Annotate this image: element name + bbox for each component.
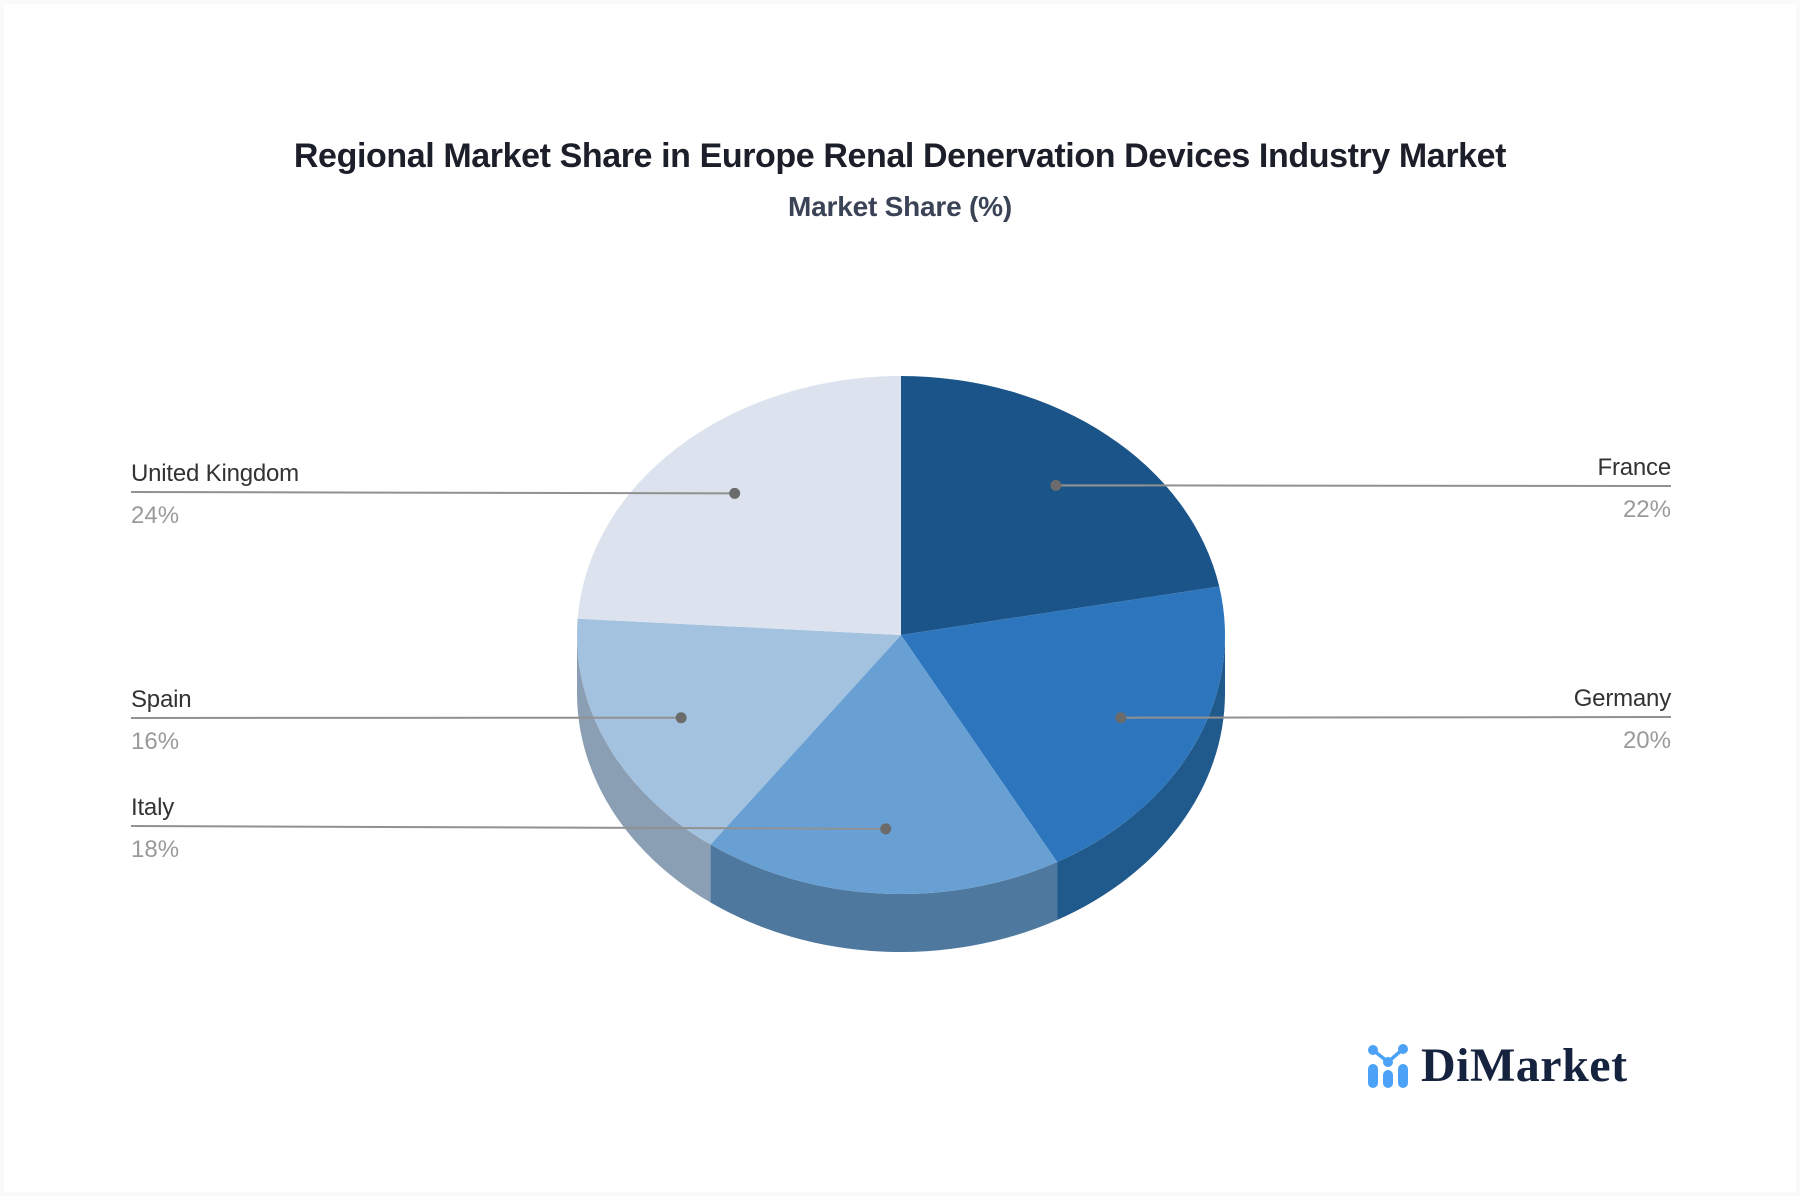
label-name: Germany <box>1573 685 1671 712</box>
leader-dot-germany <box>1115 712 1127 724</box>
label-name: United Kingdom <box>131 460 299 487</box>
label-value: 20% <box>1622 727 1671 754</box>
pie-slice-spain <box>577 618 901 845</box>
label-name: Italy <box>131 794 175 821</box>
pie-slice-france <box>901 376 1220 635</box>
logo-brand-text: DiMarket <box>1421 1039 1628 1092</box>
leader-line-italy <box>130 825 886 830</box>
dimarket-logo: DiMarket <box>1363 1042 1628 1090</box>
leader-line-united-kingdom <box>130 491 735 495</box>
pie-label-united-kingdom: United Kingdom 24% <box>131 460 299 530</box>
leader-line-germany <box>1120 716 1672 719</box>
label-value: 22% <box>1622 496 1671 523</box>
pie-label-spain: Spain 16% <box>131 686 192 756</box>
chart-subtitle: Market Share (%) <box>788 191 1012 222</box>
leader-dot-united-kingdom <box>729 487 741 499</box>
label-value: 24% <box>131 502 180 529</box>
leader-line-france <box>1055 484 1672 487</box>
pie-slice-germany <box>901 586 1225 862</box>
pie-label-italy: Italy 18% <box>131 794 179 864</box>
leader-dot-spain <box>675 712 687 724</box>
pie-label-germany: Germany 20% <box>1574 685 1671 755</box>
label-value: 18% <box>131 836 180 863</box>
pie-slice-side-italy <box>710 844 1058 952</box>
chart-title: Regional Market Share in Europe Renal De… <box>293 137 1507 175</box>
pie-slice-united-kingdom <box>577 376 901 635</box>
leader-dot-italy <box>880 823 892 835</box>
pie-label-france: France 22% <box>1598 454 1672 524</box>
label-value: 16% <box>131 728 180 755</box>
pie-slice-side-germany <box>1057 635 1225 920</box>
label-name: France <box>1597 454 1672 481</box>
label-name: Spain <box>131 686 192 713</box>
bar-line-chart-icon <box>1368 1044 1408 1088</box>
pie-slice-side-spain <box>577 635 711 903</box>
leader-dot-france <box>1050 479 1062 491</box>
